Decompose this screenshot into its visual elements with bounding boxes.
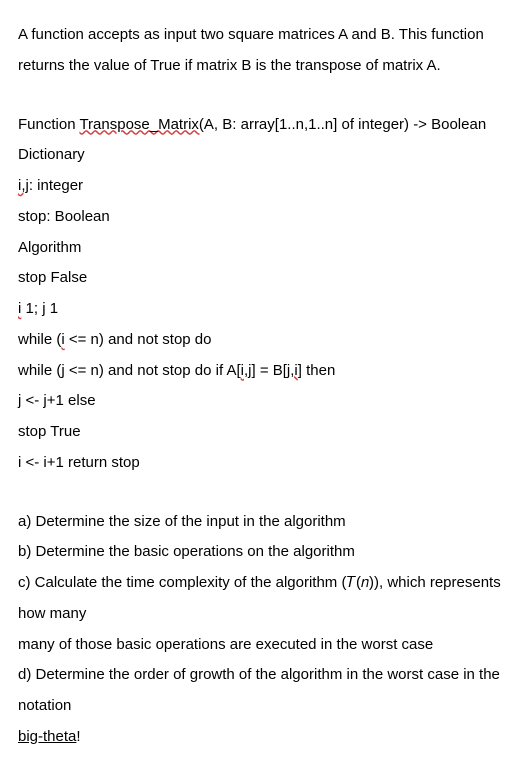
code-l9-b: i,j — [241, 362, 252, 379]
question-c-3: many of those basic operations are execu… — [18, 630, 509, 661]
question-d-2: notation — [18, 691, 509, 722]
code-line-7: i 1; j 1 — [18, 294, 509, 325]
code-line-11: stop True — [18, 417, 509, 448]
question-a: a) Determine the size of the input in th… — [18, 507, 509, 538]
big-theta-text: big-theta — [18, 728, 76, 745]
code-l7-b: 1; j 1 — [21, 300, 58, 317]
code-line-12: i <- i+1 return stop — [18, 448, 509, 479]
intro-line-1: A function accepts as input two square m… — [18, 20, 509, 51]
code-line-8: while (i <= n) and not stop do — [18, 325, 509, 356]
code-line-9: while (j <= n) and not stop do if A[i,j]… — [18, 356, 509, 387]
code-line-10: j <- j+1 else — [18, 386, 509, 417]
algorithm-block: Function Transpose_Matrix(A, B: array[1.… — [18, 110, 509, 479]
intro-line-2: returns the value of True if matrix B is… — [18, 51, 509, 82]
code-line-6: stop False — [18, 263, 509, 294]
code-l9-a: while (j <= n) and not stop do if A[ — [18, 362, 241, 379]
questions-block: a) Determine the size of the input in th… — [18, 507, 509, 753]
question-e: big-theta! — [18, 722, 509, 753]
code-l9-c: ] = B[ — [251, 362, 286, 379]
code-l1-a: Function — [18, 116, 79, 133]
code-line-2: Dictionary — [18, 140, 509, 171]
question-e-excl: ! — [76, 728, 80, 745]
question-d: d) Determine the order of growth of the … — [18, 660, 509, 691]
code-l3-b: : integer — [29, 177, 83, 194]
code-line-5: Algorithm — [18, 233, 509, 264]
code-line-4: stop: Boolean — [18, 202, 509, 233]
question-b: b) Determine the basic operations on the… — [18, 537, 509, 568]
code-l9-d: j,i — [287, 362, 298, 379]
code-l8-a: while ( — [18, 331, 61, 348]
code-l1-c: A, B: array[1..n,1..n] of integer) -> Bo… — [204, 116, 486, 133]
code-l9-e: ] then — [298, 362, 336, 379]
code-line-1: Function Transpose_Matrix(A, B: array[1.… — [18, 110, 509, 141]
question-c: c) Calculate the time complexity of the … — [18, 568, 509, 599]
code-l1-b: Transpose_Matrix( — [79, 116, 203, 133]
intro-paragraph: A function accepts as input two square m… — [18, 20, 509, 82]
code-l3-a: i,j — [18, 177, 29, 194]
question-c-2: how many — [18, 599, 509, 630]
code-l8-c: <= n) and not stop do — [65, 331, 212, 348]
code-line-3: i,j: integer — [18, 171, 509, 202]
